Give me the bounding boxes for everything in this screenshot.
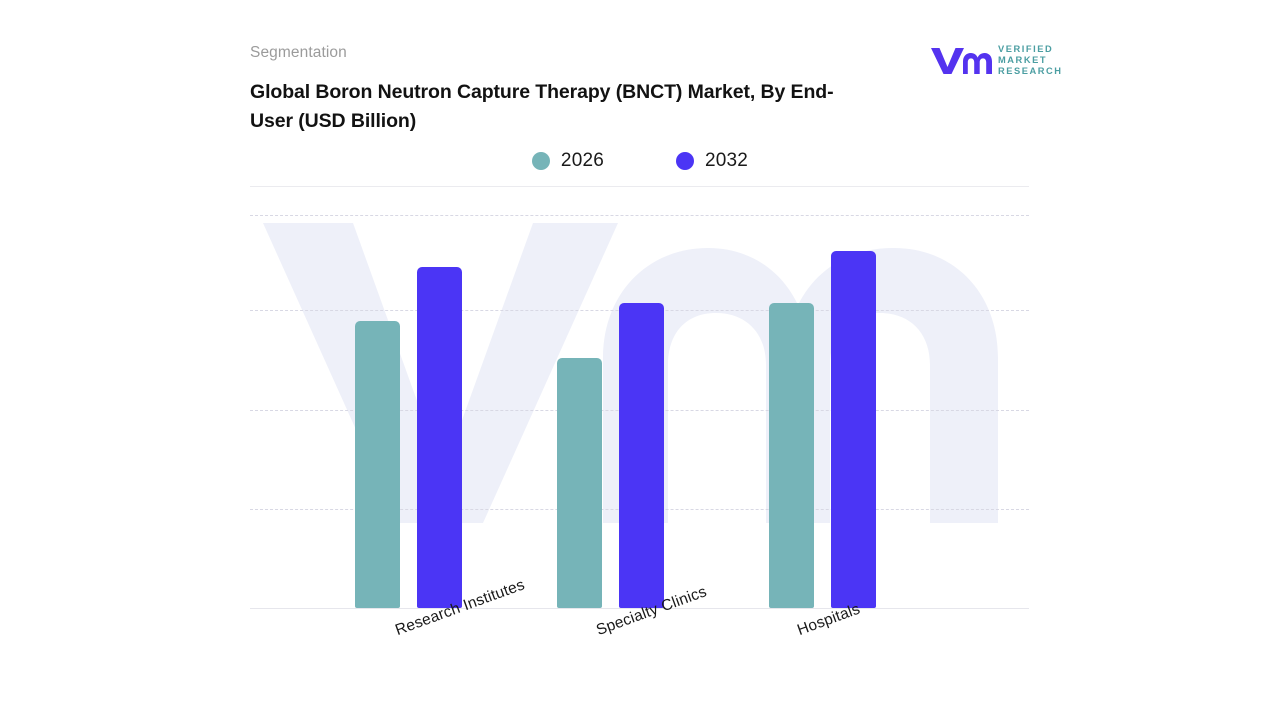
- page-title: Global Boron Neutron Capture Therapy (BN…: [250, 81, 834, 132]
- plot-area: [250, 215, 1029, 609]
- chart-header: Segmentation Global Boron Neutron Captur…: [250, 44, 1030, 144]
- bar-specialty-clinics-2026[interactable]: [556, 357, 602, 608]
- logo-line-verified: VERIFIED: [998, 44, 1054, 55]
- x-axis-line: [250, 608, 1029, 609]
- gridline: [250, 215, 1029, 216]
- legend-swatch-icon-2026: [531, 152, 550, 170]
- logo-line-market: MARKET: [998, 55, 1048, 66]
- x-axis-labels: Research Institutes Specialty Clinics Hosp…: [250, 576, 1029, 709]
- logo-line-research: RESEARCH: [998, 65, 1063, 76]
- legend-item-2032[interactable]: 2032: [676, 150, 748, 172]
- verified-market-research-logo: VERIFIED MARKET RESEARCH: [930, 42, 1062, 78]
- legend-divider: [250, 186, 1029, 187]
- vmr-monogram-icon: [930, 45, 992, 75]
- legend-label-2032: 2032: [705, 150, 749, 171]
- legend-label-2026: 2026: [560, 150, 604, 171]
- logo-wordmark: VERIFIED MARKET RESEARCH: [998, 43, 1063, 77]
- bar-hospitals-2026[interactable]: [768, 302, 814, 608]
- segmentation-label: Segmentation: [250, 44, 347, 61]
- bar-research-institutes-2032[interactable]: [416, 266, 462, 608]
- bar-hospitals-2032[interactable]: [830, 250, 876, 608]
- chart-legend: 2026 2032: [250, 150, 1030, 172]
- legend-item-2026[interactable]: 2026: [531, 150, 604, 172]
- bar-research-institutes-2026[interactable]: [354, 320, 400, 608]
- legend-swatch-icon-2032: [676, 152, 694, 170]
- bar-specialty-clinics-2032[interactable]: [618, 302, 664, 608]
